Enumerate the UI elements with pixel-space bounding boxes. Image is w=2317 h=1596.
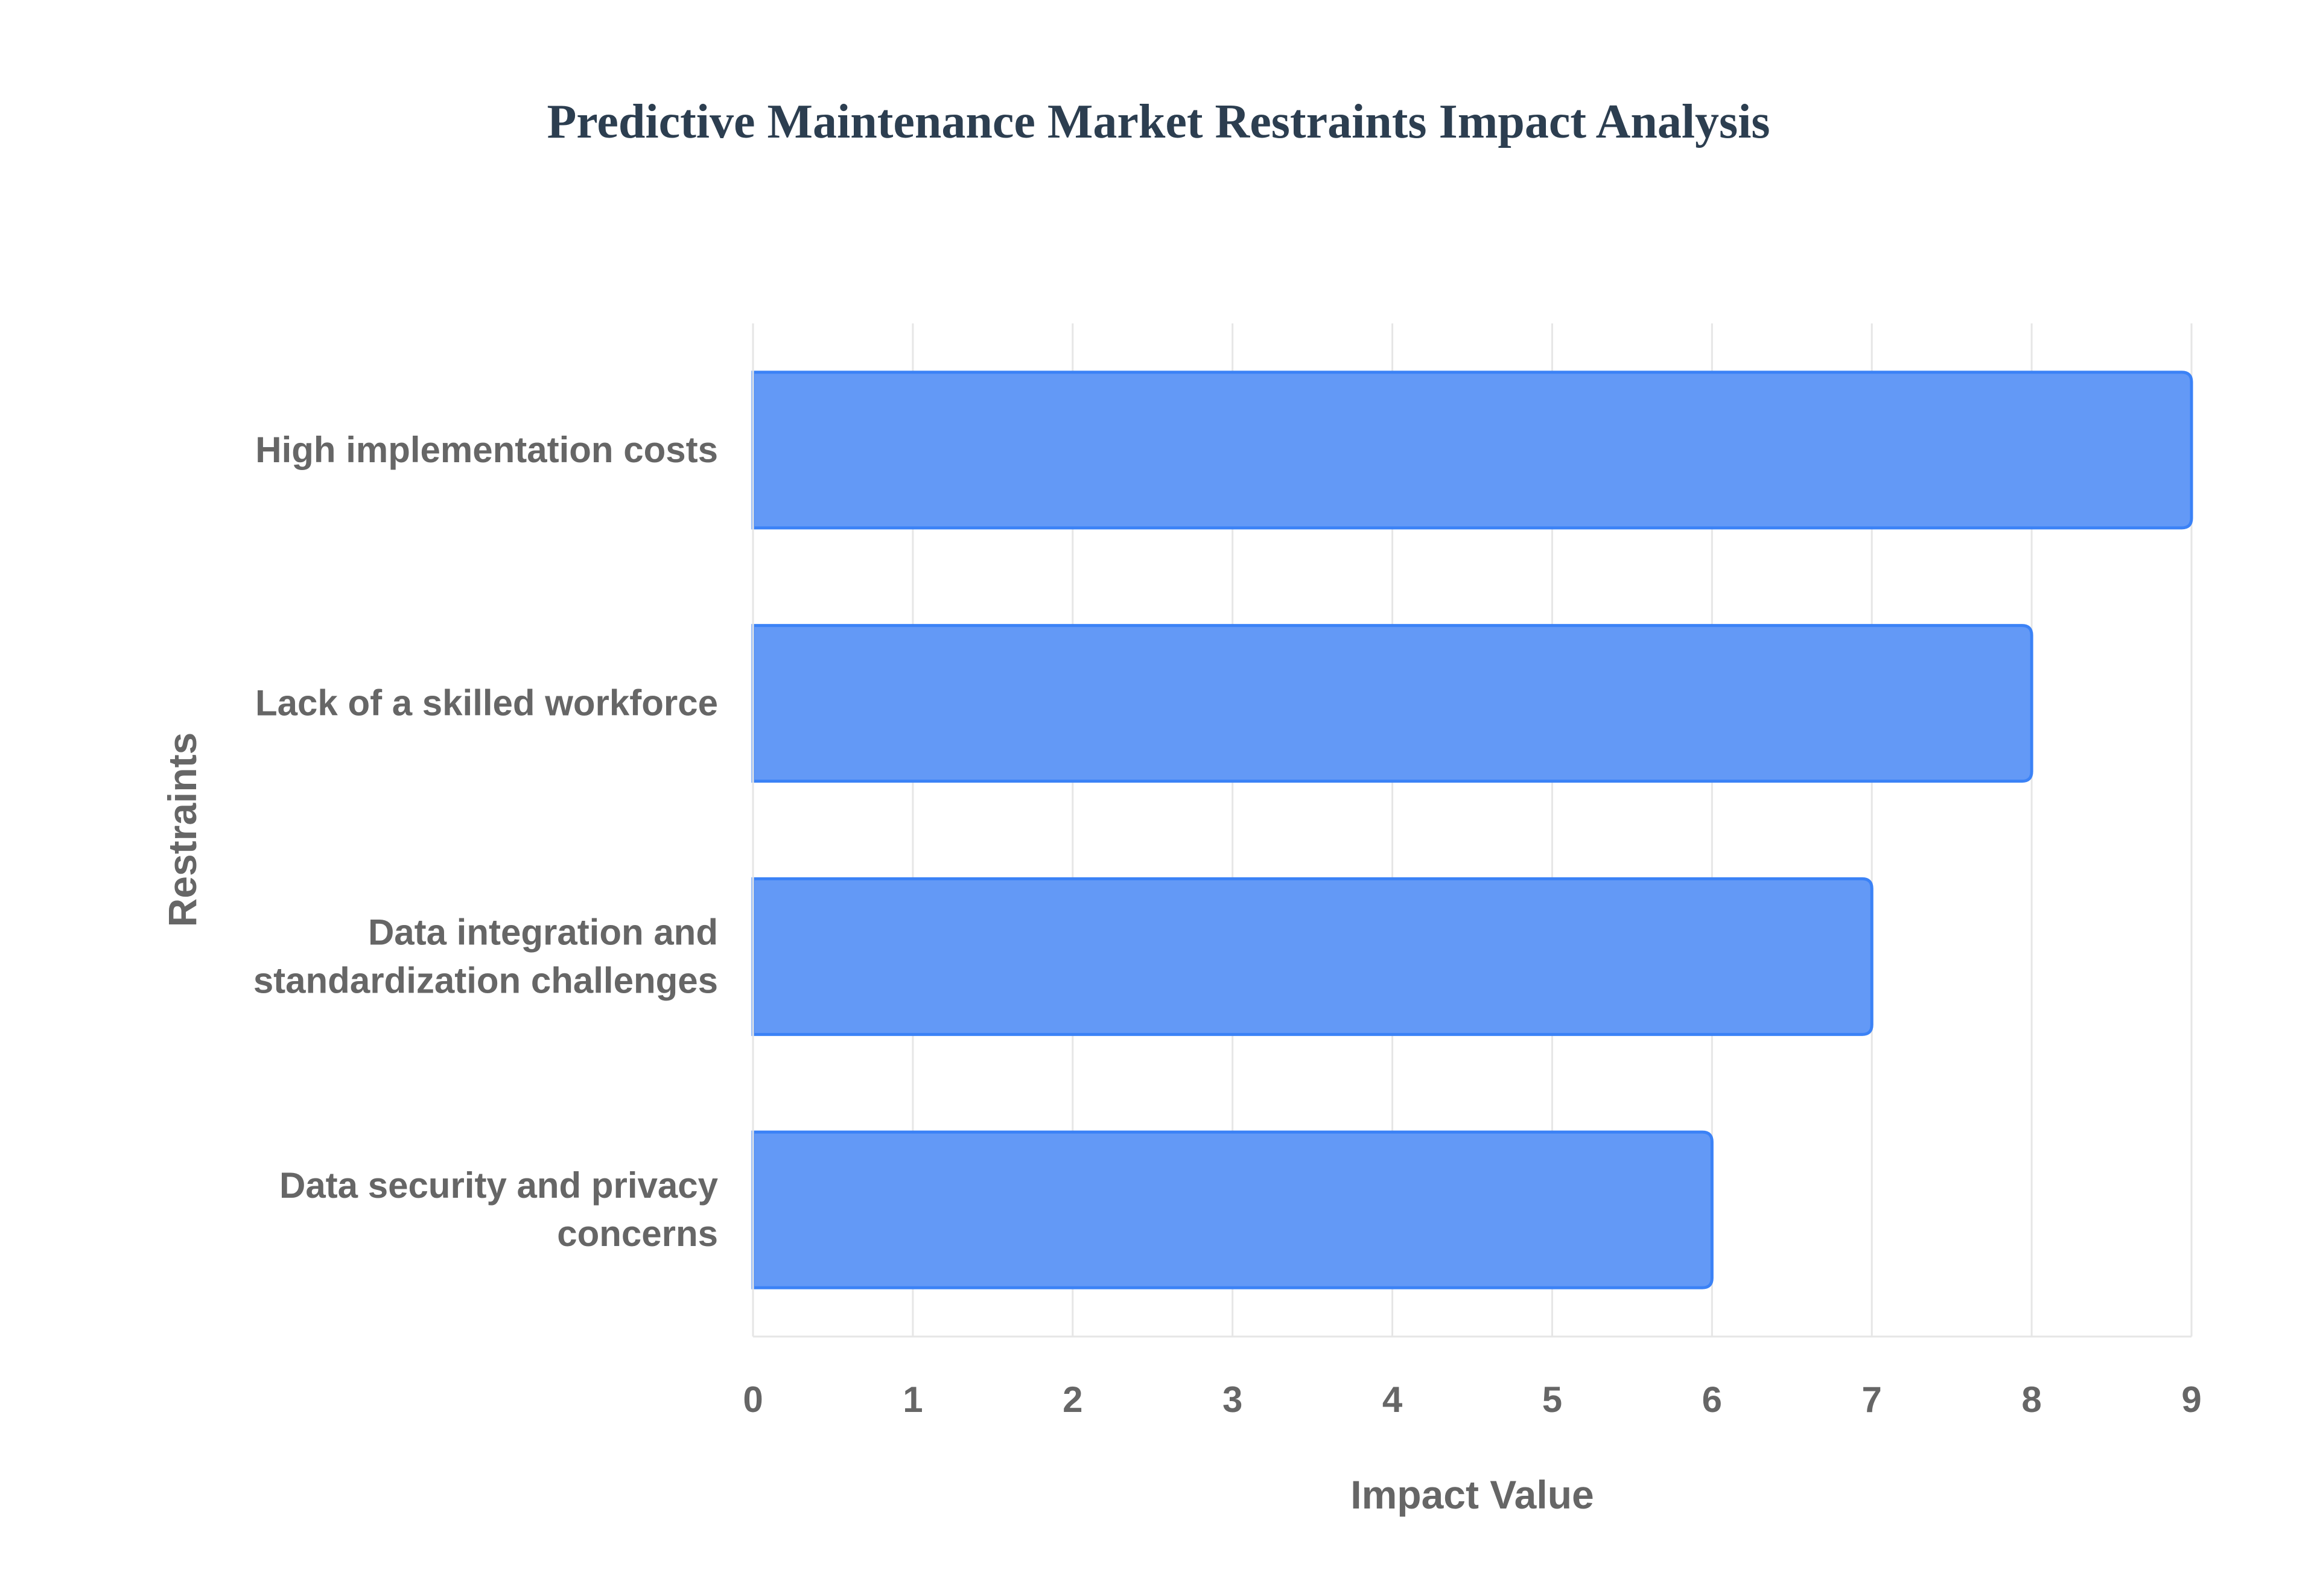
x-axis-title: Impact Value (1350, 1472, 1594, 1517)
y-tick-label-3: Data security and privacy concerns (279, 1165, 719, 1254)
x-tick-label-1: 1 (903, 1379, 923, 1420)
x-tick-label-7: 7 (1862, 1379, 1882, 1420)
y-tick-label-line: High implementation costs (255, 430, 718, 470)
bar-3[interactable] (751, 1130, 1714, 1289)
axes (752, 323, 2191, 1338)
bar-2[interactable] (751, 877, 1874, 1036)
x-tick-label-3: 3 (1222, 1379, 1242, 1420)
y-tick-label-line: Data integration and (368, 912, 718, 952)
y-tick-label-line: Data security and privacy (279, 1165, 719, 1206)
chart-title: Predictive Maintenance Market Restraints… (547, 95, 1770, 148)
y-tick-label-1: Lack of a skilled workforce (255, 683, 718, 723)
y-tick-label-2: Data integration and standardization chal… (253, 912, 718, 1000)
x-tick-label-9: 9 (2181, 1379, 2201, 1420)
y-tick-label-line: Lack of a skilled workforce (255, 683, 718, 723)
bar-0[interactable] (751, 370, 2193, 530)
x-tick-label-2: 2 (1063, 1379, 1082, 1420)
y-axis-title: Restraints (160, 733, 205, 927)
bar-series (751, 370, 2193, 1289)
x-tick-label-5: 5 (1542, 1379, 1562, 1420)
y-tick-label-line: standardization challenges (253, 960, 718, 1000)
x-tick-label-8: 8 (2021, 1379, 2041, 1420)
x-tick-labels: 0 1 2 3 4 5 6 7 8 9 (743, 1379, 2201, 1420)
x-tick-label-6: 6 (1702, 1379, 1722, 1420)
y-tick-label-0: High implementation costs (255, 430, 718, 470)
bar-1[interactable] (751, 624, 2033, 783)
x-tick-label-4: 4 (1382, 1379, 1403, 1420)
y-tick-labels: High implementation costs Lack of a skill… (253, 430, 719, 1254)
y-tick-label-line: concerns (557, 1213, 718, 1254)
x-tick-label-0: 0 (743, 1379, 763, 1420)
